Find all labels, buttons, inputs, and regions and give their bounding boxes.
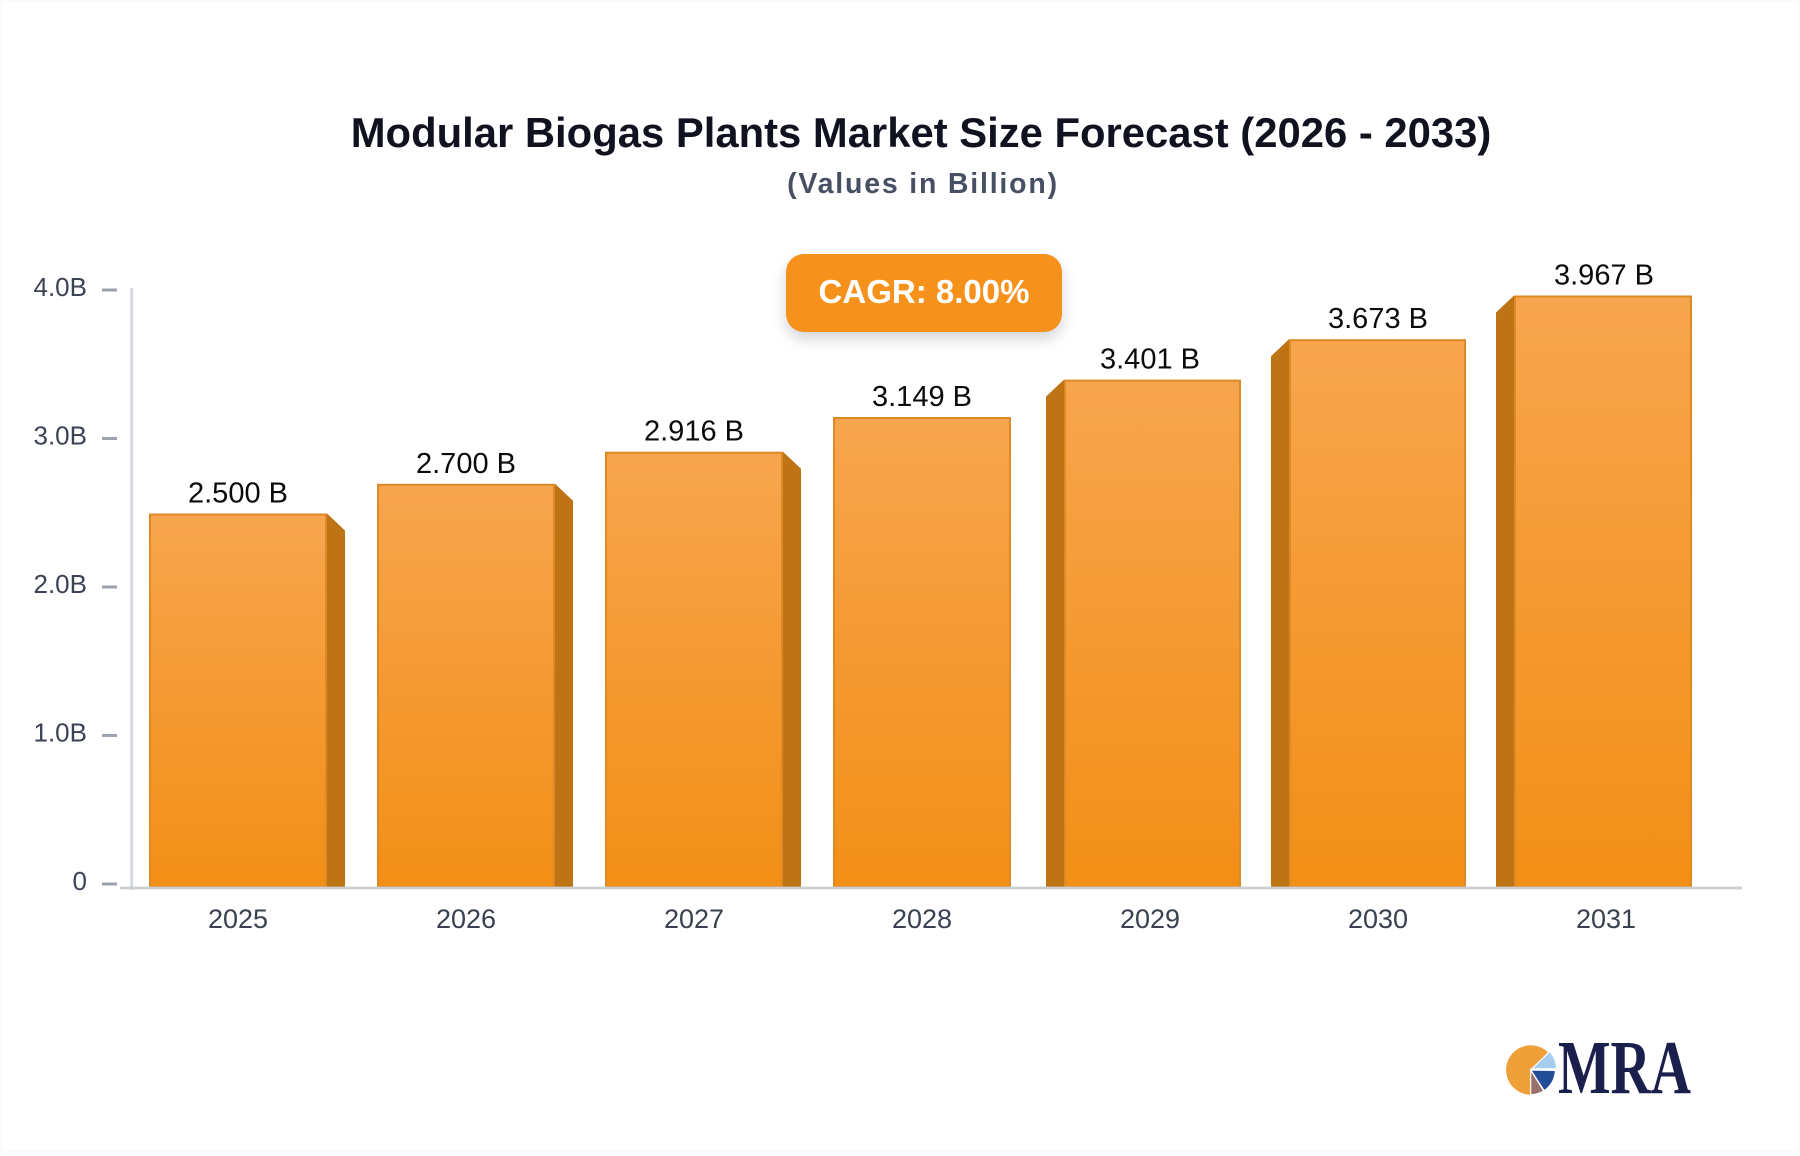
- svg-text:2.916 B: 2.916 B: [644, 416, 744, 448]
- svg-text:3.401 B: 3.401 B: [1100, 344, 1200, 376]
- svg-text:CAGR: 8.00%: CAGR: 8.00%: [819, 273, 1030, 310]
- svg-text:3.673 B: 3.673 B: [1328, 303, 1428, 335]
- svg-text:2.500 B: 2.500 B: [188, 478, 288, 510]
- svg-text:2026: 2026: [436, 904, 496, 934]
- svg-text:3.0B: 3.0B: [34, 421, 88, 451]
- svg-text:2029: 2029: [1120, 904, 1180, 934]
- svg-text:3.967 B: 3.967 B: [1554, 260, 1654, 292]
- svg-text:2030: 2030: [1348, 904, 1408, 934]
- svg-text:2031: 2031: [1576, 904, 1636, 934]
- svg-text:2025: 2025: [208, 904, 268, 934]
- svg-text:0: 0: [73, 866, 87, 896]
- svg-text:3.149 B: 3.149 B: [872, 381, 972, 413]
- svg-text:MRA: MRA: [1558, 1026, 1691, 1110]
- svg-text:(Values in Billion): (Values in Billion): [787, 168, 1059, 200]
- svg-text:2.0B: 2.0B: [34, 569, 88, 599]
- svg-text:4.0B: 4.0B: [34, 272, 88, 302]
- svg-text:2028: 2028: [892, 904, 952, 934]
- svg-text:Modular Biogas Plants Market S: Modular Biogas Plants Market Size Foreca…: [351, 109, 1492, 156]
- svg-text:2.700 B: 2.700 B: [416, 448, 516, 480]
- svg-text:2027: 2027: [664, 904, 724, 934]
- svg-text:1.0B: 1.0B: [34, 718, 88, 748]
